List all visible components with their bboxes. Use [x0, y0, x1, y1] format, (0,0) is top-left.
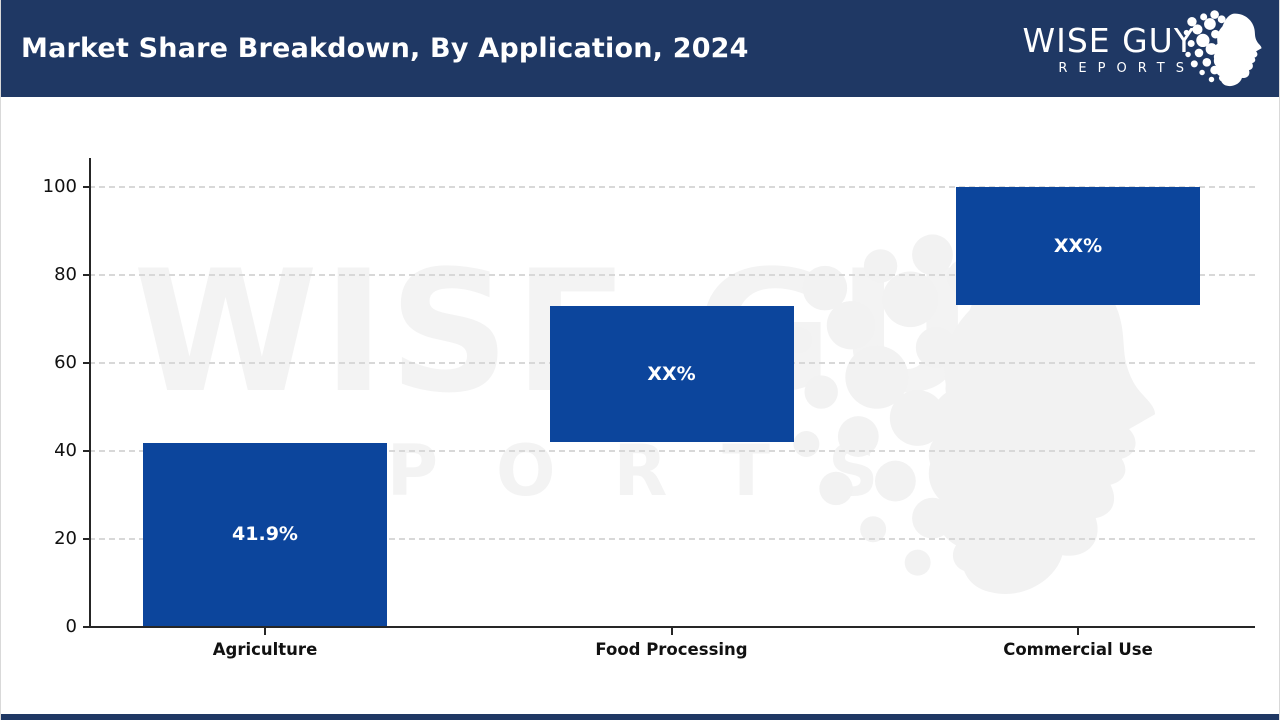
x-tick-label: Food Processing	[595, 640, 748, 659]
bar-value-label: XX%	[1053, 234, 1103, 257]
y-tick-label: 80	[54, 264, 77, 285]
y-tick-label: 60	[54, 352, 77, 373]
bar-commercial-use: XX%	[956, 187, 1200, 305]
brand-subtitle: REPORTS	[1058, 60, 1195, 76]
bar-food-processing: XX%	[549, 305, 794, 442]
page-title: Market Share Breakdown, By Application, …	[21, 33, 749, 64]
gridline-y20	[89, 538, 1255, 540]
header-bar: Market Share Breakdown, By Application, …	[1, 0, 1279, 97]
footer-bar	[1, 714, 1279, 720]
x-tick-label: Agriculture	[212, 640, 318, 659]
x-axis-tick	[264, 628, 266, 635]
y-axis-tick	[83, 274, 89, 276]
x-tick-label: Commercial Use	[1003, 640, 1153, 659]
y-tick-label: 100	[42, 176, 77, 197]
watermark-head-icon	[773, 228, 1181, 608]
wise-guy-head-icon	[1181, 9, 1267, 89]
x-axis-tick	[1077, 628, 1079, 635]
y-axis-tick	[83, 538, 89, 540]
y-tick-label: 20	[54, 528, 77, 549]
bar-agriculture: 41.9%	[143, 442, 387, 626]
gridline-y40	[89, 450, 1255, 452]
brand-name: WISE GUY	[1022, 20, 1195, 60]
gridline-y80	[89, 274, 1255, 276]
gridline-y100	[89, 186, 1255, 188]
bar-value-label: XX%	[647, 362, 696, 385]
y-axis-tick	[83, 626, 89, 628]
x-axis-tick	[670, 628, 673, 635]
x-axis	[87, 626, 1255, 628]
y-axis	[89, 158, 91, 628]
bar-value-label: 41.9%	[232, 523, 298, 546]
y-tick-label: 0	[65, 616, 77, 637]
brand-logo: WISE GUY REPORTS	[1022, 9, 1267, 89]
y-axis-tick	[83, 362, 89, 364]
y-axis-tick	[83, 186, 89, 188]
y-axis-tick	[83, 450, 89, 452]
y-tick-label: 40	[54, 440, 77, 461]
